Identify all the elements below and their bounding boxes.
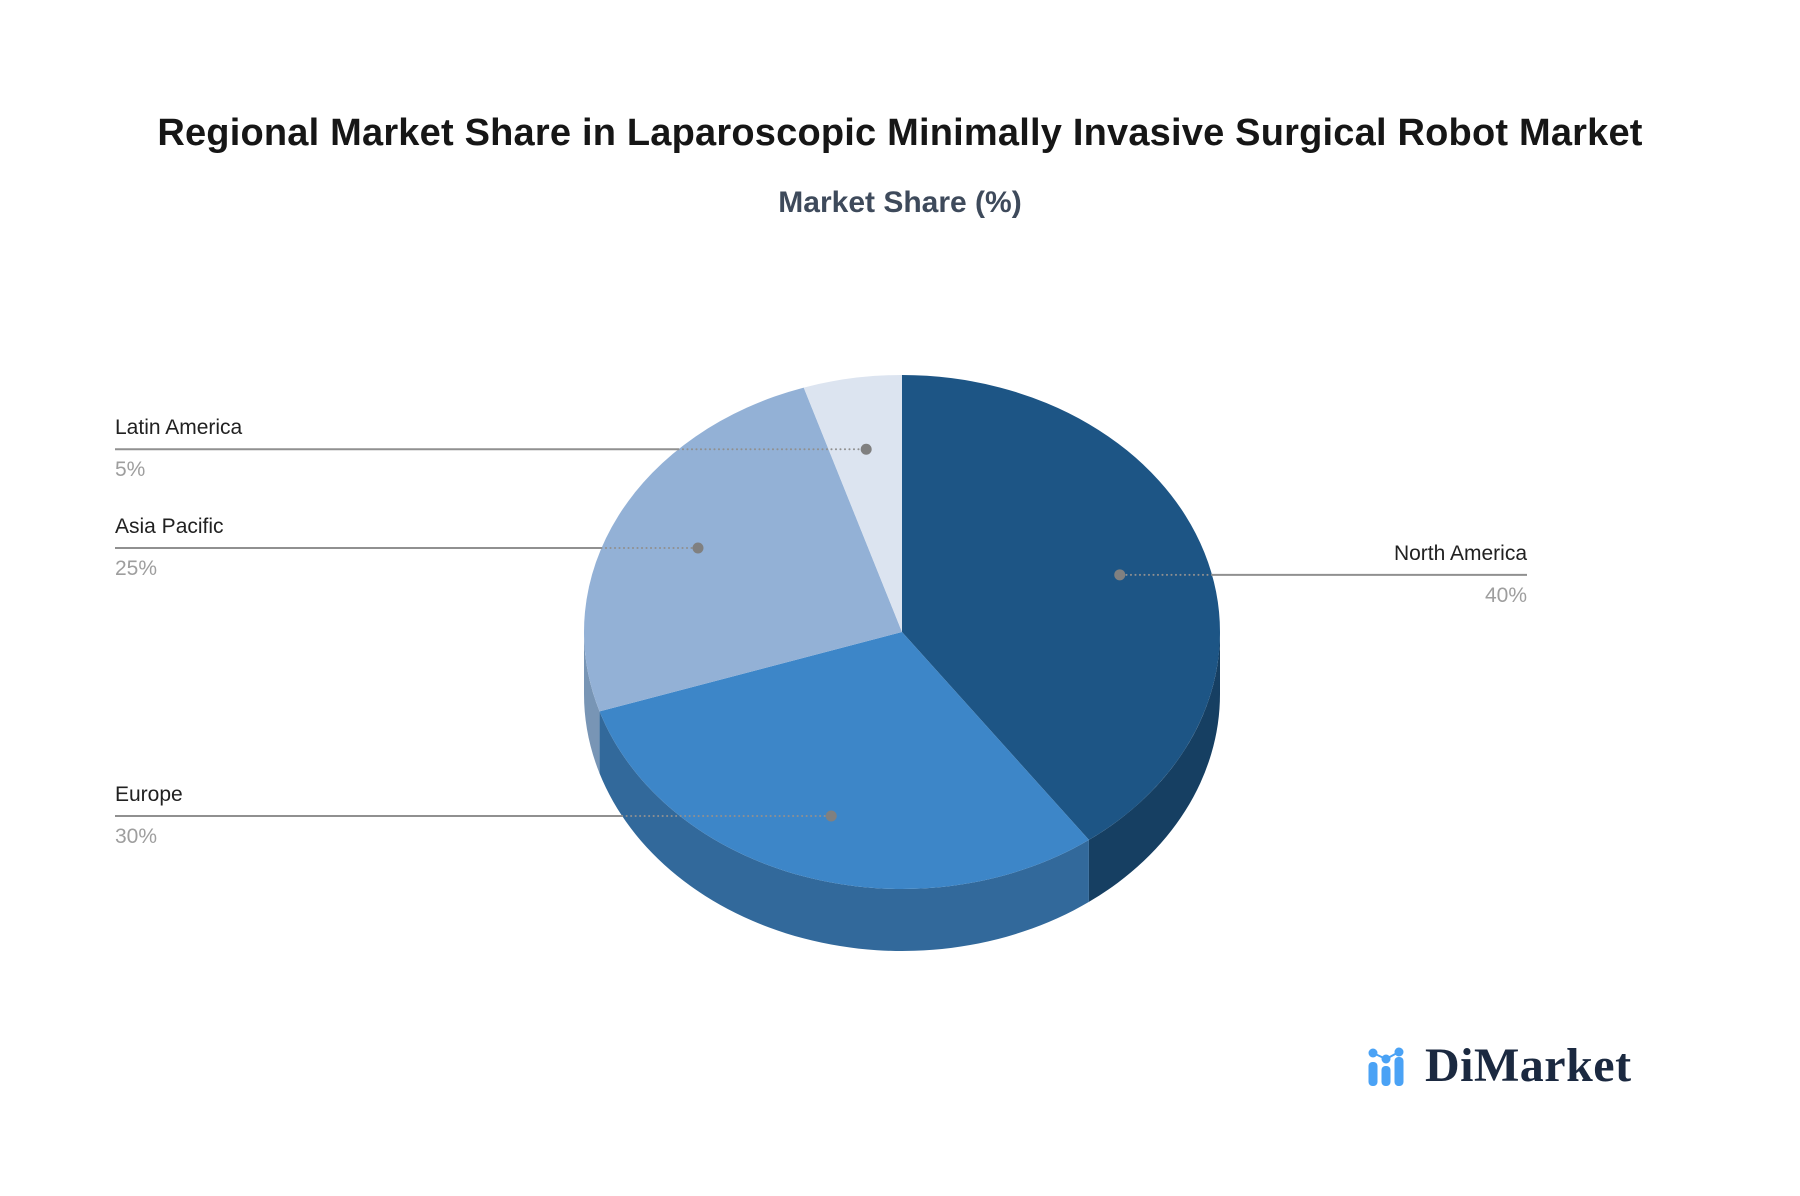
chart-subtitle: Market Share (%) [778,186,1022,219]
dimarket-logo-text: DiMarket [1425,1039,1632,1092]
pie-slice-wall-north-america [1088,632,1220,902]
pie-slice-latin-america[interactable] [803,375,902,632]
leader-dot-latin-america [860,443,872,455]
pie-slice-asia-pacific[interactable] [584,387,902,712]
dimarket-bars-logo-icon [1368,1047,1404,1086]
leader-dot-europe [825,810,837,822]
chart-title: Regional Market Share in Laparoscopic Mi… [157,112,1643,154]
pie-slice-wall-europe [599,711,1089,951]
pie-slice-north-america[interactable] [902,375,1220,840]
pie-slice-europe[interactable] [599,632,1089,889]
leader-dot-asia-pacific [692,542,704,554]
pie-slice-wall-asia-pacific [584,632,600,774]
leader-dot-north-america [1114,569,1126,581]
dimarket-logo: DiMarket [1367,1042,1632,1090]
